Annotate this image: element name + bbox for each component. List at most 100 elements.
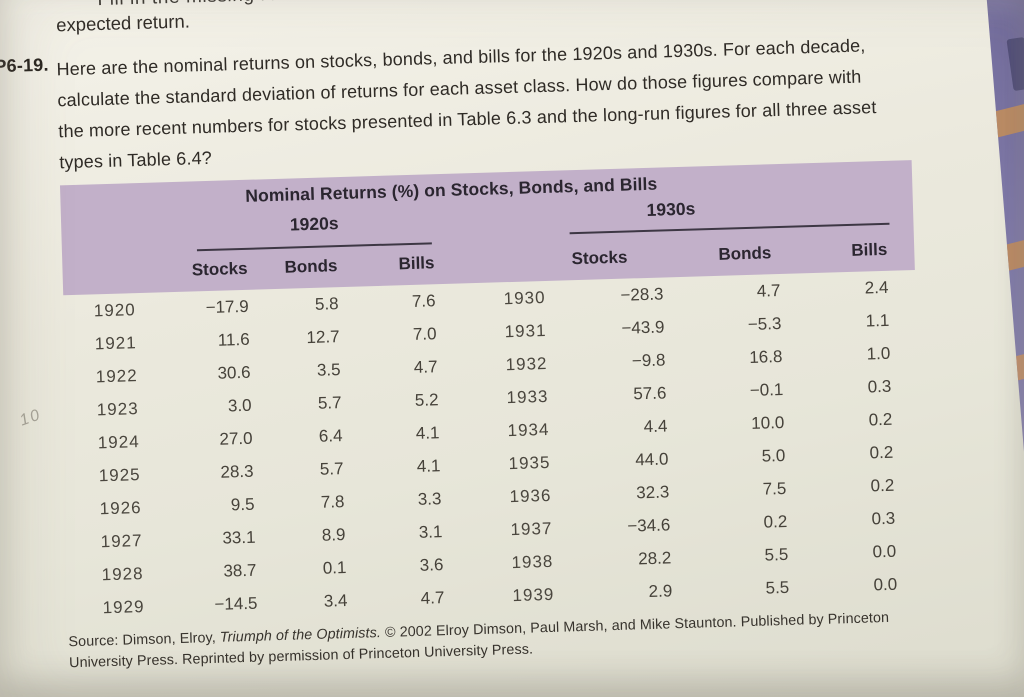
year-cell: 1922	[95, 366, 138, 387]
returns-table: Nominal Returns (%) on Stocks, Bonds, an…	[59, 160, 925, 630]
value-cell: 0.2	[868, 409, 893, 430]
value-cell: 3.3	[417, 489, 442, 509]
year-cell: 1934	[507, 419, 550, 441]
value-cell: 5.5	[765, 577, 790, 598]
value-cell: 28.3	[220, 461, 254, 482]
intro-line: expected return.	[55, 10, 191, 36]
desk-dark-patch	[1006, 37, 1024, 91]
value-cell: 5.2	[414, 390, 439, 410]
value-cell: 5.7	[319, 459, 344, 479]
source-text: Source: Dimson, Elroy,	[68, 629, 221, 651]
value-cell: 27.0	[219, 428, 253, 449]
year-cell: 1935	[508, 452, 551, 474]
value-cell: 2.4	[864, 277, 889, 298]
value-cell: 0.3	[867, 376, 892, 397]
value-cell: 44.0	[634, 449, 669, 470]
year-cell: 1926	[99, 498, 142, 519]
decade-rule-1930s	[569, 222, 890, 235]
value-cell: 3.6	[419, 555, 444, 575]
value-cell: 4.4	[643, 416, 668, 437]
value-cell: 4.1	[416, 456, 441, 476]
value-cell: −14.5	[214, 593, 258, 614]
value-cell: 12.7	[306, 327, 340, 348]
decade-header-1920s: 1920s	[289, 213, 339, 235]
year-cell: 1924	[97, 432, 140, 453]
value-cell: 0.3	[871, 508, 896, 529]
year-cell: 1939	[512, 584, 555, 606]
decade-header-1930s: 1930s	[646, 198, 696, 220]
value-cell: 38.7	[223, 560, 257, 581]
value-cell: 0.2	[763, 511, 788, 532]
value-cell: 4.7	[420, 588, 445, 608]
problem-text: Here are the nominal returns on stocks, …	[56, 30, 878, 178]
value-cell: 5.0	[761, 445, 786, 466]
column-header-stocks-1930s: Stocks	[571, 247, 628, 269]
table-body: 1920 −17.9 5.8 7.6 1930 −28.3 4.7 2.4 19…	[63, 271, 898, 625]
value-cell: 0.1	[322, 558, 347, 578]
value-cell: −34.6	[627, 515, 671, 536]
value-cell: 0.2	[869, 442, 894, 463]
clipped-top-line: Fill in the missing retur	[97, 0, 303, 11]
column-header-bills-1930s: Bills	[851, 239, 888, 260]
year-cell: 1923	[96, 399, 139, 420]
value-cell: 1.0	[866, 343, 891, 364]
value-cell: 3.5	[316, 360, 341, 380]
value-cell: 5.5	[764, 544, 789, 565]
year-cell: 1929	[102, 597, 145, 618]
spacer-cell	[434, 243, 548, 279]
value-cell: 4.1	[415, 423, 440, 443]
year-cell: 1920	[93, 300, 136, 321]
value-cell: 8.9	[321, 525, 346, 545]
value-cell: 3.0	[227, 395, 252, 416]
year-cell: 1921	[94, 333, 137, 354]
year-cell: 1933	[506, 386, 549, 408]
value-cell: 10.0	[750, 412, 785, 433]
value-cell: 9.5	[230, 494, 255, 515]
value-cell: −28.3	[620, 284, 664, 305]
year-cell: 1936	[509, 485, 552, 507]
value-cell: −17.9	[205, 296, 249, 318]
year-cell: 1931	[504, 320, 547, 342]
spacer-cell	[62, 255, 138, 290]
value-cell: 11.6	[217, 329, 250, 350]
value-cell: 7.0	[412, 324, 437, 344]
value-cell: 2.9	[648, 581, 673, 602]
column-header-bonds-1930s: Bonds	[718, 243, 772, 264]
value-cell: 0.0	[873, 574, 898, 595]
year-cell: 1925	[98, 465, 141, 486]
value-cell: −0.1	[749, 379, 784, 400]
source-title-italic: Triumph of the Optimists.	[219, 625, 382, 646]
column-header-bills-1920s: Bills	[398, 253, 435, 274]
value-cell: 7.8	[320, 492, 345, 512]
value-cell: 30.6	[217, 362, 251, 383]
margin-note-handwritten: 10	[17, 406, 44, 430]
value-cell: 5.8	[314, 294, 339, 314]
year-cell: 1938	[511, 551, 554, 573]
value-cell: −5.3	[747, 314, 782, 334]
value-cell: 5.7	[317, 393, 342, 413]
value-cell: 7.5	[762, 478, 787, 499]
column-header-stocks-1920s: Stocks	[191, 258, 248, 280]
value-cell: 32.3	[635, 482, 670, 503]
value-cell: 3.4	[323, 590, 348, 611]
problem-number: P6-19.	[0, 54, 49, 77]
value-cell: −9.8	[631, 350, 666, 371]
value-cell: 3.1	[418, 522, 443, 542]
value-cell: 16.8	[749, 346, 783, 367]
value-cell: 57.6	[633, 383, 667, 404]
value-cell: 0.2	[870, 475, 895, 496]
value-cell: 6.4	[318, 426, 343, 446]
problem-block: P6-19. Here are the nominal returns on s…	[0, 27, 997, 181]
value-cell: 1.1	[865, 310, 890, 331]
column-header-bonds-1920s: Bonds	[284, 256, 338, 277]
value-cell: 28.2	[637, 548, 672, 569]
value-cell: 4.7	[413, 357, 438, 377]
value-cell: 7.6	[411, 291, 436, 311]
value-cell: 4.7	[756, 281, 781, 301]
year-cell: 1928	[101, 564, 144, 585]
year-cell: 1937	[510, 518, 553, 540]
value-cell: 0.0	[872, 541, 897, 562]
value-cell: −43.9	[621, 317, 665, 338]
year-cell: 1932	[505, 353, 548, 375]
